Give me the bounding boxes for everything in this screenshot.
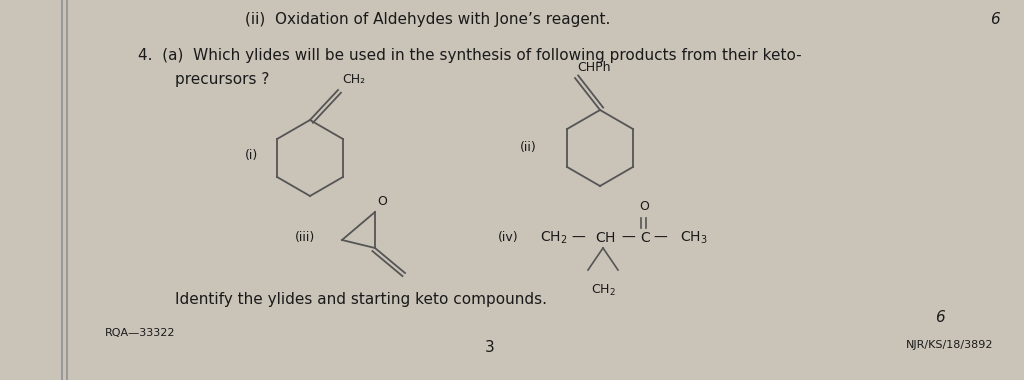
Text: precursors ?: precursors ?	[175, 72, 269, 87]
Text: (i): (i)	[245, 149, 258, 162]
Text: —: —	[571, 231, 585, 245]
Text: Identify the ylides and starting keto compounds.: Identify the ylides and starting keto co…	[175, 292, 547, 307]
Text: (ii)  Oxidation of Aldehydes with Jone’s reagent.: (ii) Oxidation of Aldehydes with Jone’s …	[245, 12, 610, 27]
Text: NJR/KS/18/3892: NJR/KS/18/3892	[906, 340, 993, 350]
Text: 4.  (a)  Which ylides will be used in the synthesis of following products from t: 4. (a) Which ylides will be used in the …	[138, 48, 802, 63]
Text: $\mathregular{C}$: $\mathregular{C}$	[640, 231, 651, 245]
Text: $\mathregular{CH_2}$: $\mathregular{CH_2}$	[540, 230, 567, 246]
Text: $\mathregular{CH_3}$: $\mathregular{CH_3}$	[680, 230, 708, 246]
Text: (iii): (iii)	[295, 231, 315, 244]
Text: 6: 6	[990, 12, 999, 27]
Text: —: —	[653, 231, 667, 245]
Text: —: —	[622, 231, 635, 245]
Text: 3: 3	[485, 340, 495, 355]
Text: (iv): (iv)	[498, 231, 518, 244]
Text: $\mathregular{CH_2}$: $\mathregular{CH_2}$	[591, 283, 615, 298]
Text: RQA—33322: RQA—33322	[105, 328, 175, 338]
Text: (ii): (ii)	[520, 141, 537, 155]
Text: $\mathregular{CH}$: $\mathregular{CH}$	[595, 231, 615, 245]
Text: O: O	[377, 195, 387, 208]
Text: CHPh: CHPh	[577, 61, 610, 74]
Text: O: O	[639, 200, 649, 212]
Text: 6: 6	[935, 310, 945, 325]
Text: CH₂: CH₂	[342, 73, 366, 86]
